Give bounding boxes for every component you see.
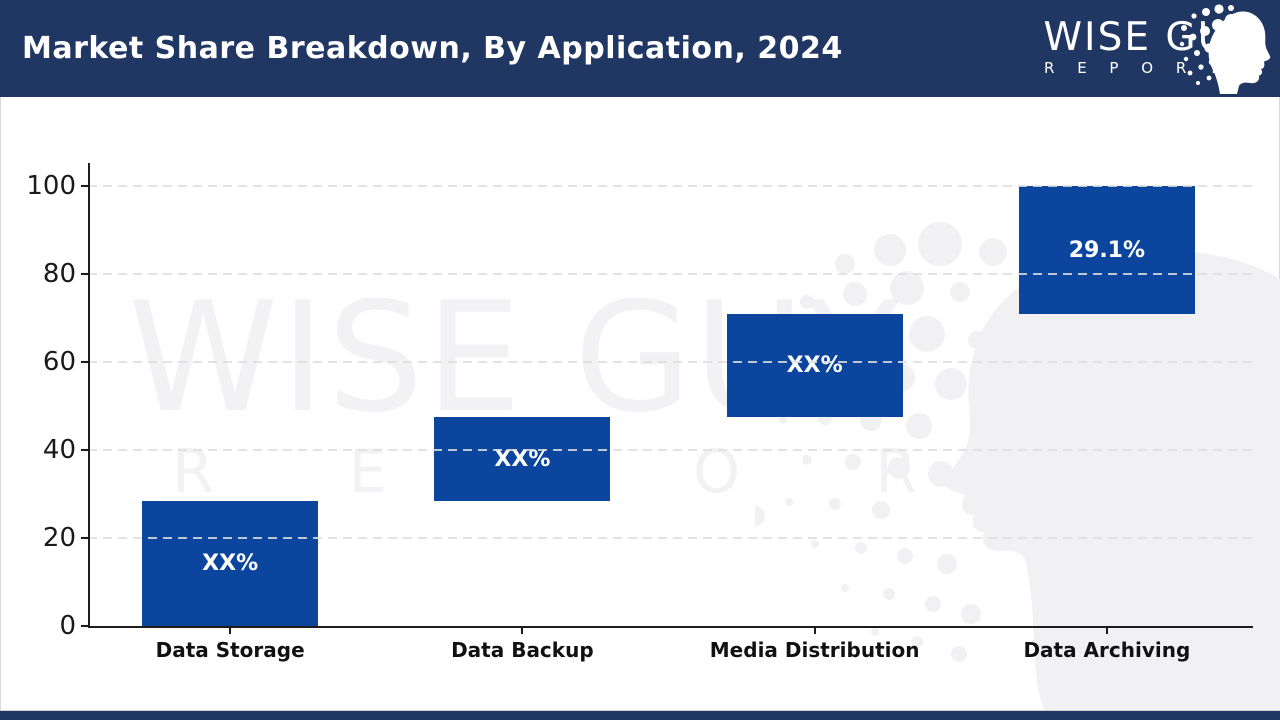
y-tick-mark-20: [81, 537, 88, 539]
x-tick-label-data-storage: Data Storage: [155, 638, 305, 662]
x-tick-mark-media-distribution: [813, 628, 816, 634]
gridline-y-80: [88, 273, 1253, 275]
wise-guy-reports-logo: WISE GUY R E P O R T S: [982, 4, 1272, 94]
footer-bar: [0, 710, 1280, 720]
gridline-y-60: [88, 361, 1253, 363]
header-banner: Market Share Breakdown, By Application, …: [0, 0, 1280, 97]
x-tick-label-media-distribution: Media Distribution: [709, 638, 920, 662]
bar-segment-data-archiving: 29.1%: [1018, 186, 1195, 315]
page-title: Market Share Breakdown, By Application, …: [22, 31, 843, 66]
logo-head-icon: [1179, 4, 1271, 94]
y-tick-mark-0: [81, 625, 88, 627]
bar-segment-media-distribution: XX%: [726, 314, 903, 418]
x-tick-label-data-backup: Data Backup: [451, 638, 594, 662]
bar-segment-data-storage: XX%: [142, 501, 319, 626]
y-tick-label-40: 40: [42, 435, 76, 465]
y-tick-label-100: 100: [26, 171, 76, 201]
bar-value-label-data-storage: XX%: [202, 551, 259, 576]
gridline-y-100: [88, 185, 1253, 187]
y-tick-mark-80: [81, 273, 88, 275]
gridline-y-20: [88, 537, 1253, 539]
y-tick-mark-100: [81, 185, 88, 187]
bar-segment-data-backup: XX%: [434, 417, 611, 502]
bar-value-label-data-archiving: 29.1%: [1068, 237, 1146, 263]
logo-subtitle: R E P O R T S: [1044, 59, 1260, 77]
x-tick-mark-data-storage: [229, 628, 232, 634]
x-tick-mark-data-backup: [521, 628, 524, 634]
y-tick-label-60: 60: [42, 347, 76, 377]
y-axis-line: [88, 163, 90, 626]
x-tick-mark-data-archiving: [1105, 628, 1108, 634]
y-tick-mark-60: [81, 361, 88, 363]
y-tick-label-20: 20: [42, 523, 76, 553]
bar-value-label-media-distribution: XX%: [786, 353, 843, 379]
y-tick-label-80: 80: [42, 259, 76, 289]
x-tick-label-data-archiving: Data Archiving: [1023, 638, 1191, 662]
y-tick-label-0: 0: [59, 611, 76, 641]
x-axis-line: [88, 626, 1253, 628]
gridline-y-40: [88, 449, 1253, 451]
y-tick-mark-40: [81, 449, 88, 451]
